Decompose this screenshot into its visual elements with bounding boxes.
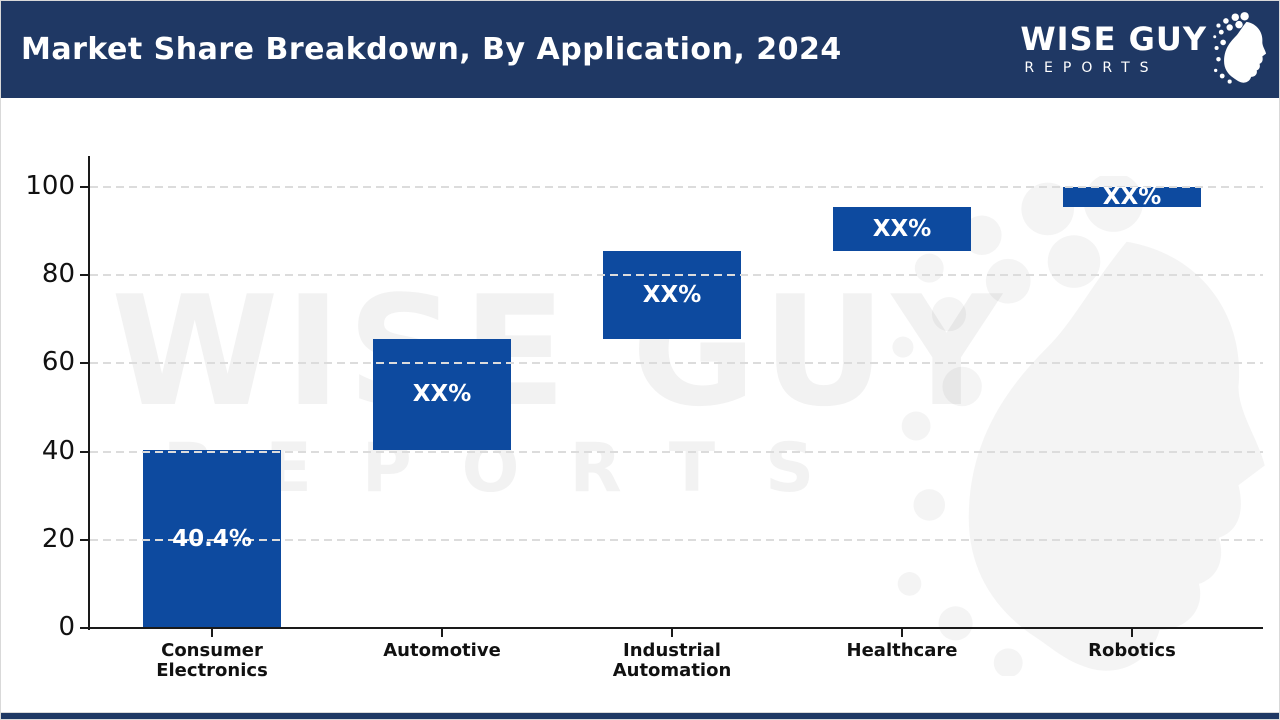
bar-healthcare <box>833 206 971 251</box>
bar-industrial-automation <box>603 250 741 340</box>
x-axis-label: Healthcare <box>787 641 1017 661</box>
y-tick <box>80 538 88 541</box>
bar-value-label: 40.4% <box>172 525 252 552</box>
y-tick <box>80 274 88 277</box>
x-axis-line <box>88 627 1263 629</box>
logo-text: WISE GUY REPORTS <box>1020 21 1207 76</box>
bar-value-label: XX% <box>872 215 932 242</box>
y-axis-tick-label: 60 <box>41 347 75 378</box>
y-tick <box>80 450 88 453</box>
x-axis-label: Robotics <box>1017 641 1247 661</box>
x-tick <box>441 629 443 637</box>
bar-value-label: XX% <box>412 381 472 408</box>
y-axis-tick-label: 0 <box>58 612 75 642</box>
gridline-100 <box>90 186 1263 188</box>
bar-automotive <box>373 339 511 450</box>
bar-value-label: XX% <box>1102 183 1162 210</box>
x-axis-label-line: Healthcare <box>846 640 958 661</box>
x-axis-label: Industrial Automation <box>557 641 787 681</box>
y-axis-tick-label: 80 <box>41 259 75 290</box>
gridline-20 <box>90 538 1263 541</box>
gridline-60 <box>90 362 1263 365</box>
logo-head-icon <box>1213 12 1267 84</box>
x-tick <box>1131 629 1133 637</box>
y-tick <box>80 627 88 629</box>
bar-value-label: XX% <box>642 282 702 309</box>
logo-subtext: REPORTS <box>1024 59 1159 76</box>
gridline-80 <box>90 274 1263 277</box>
footer-bar <box>1 712 1279 719</box>
x-axis-label-line: Electronics <box>156 660 268 681</box>
wise-guy-logo: WISE GUY REPORTS <box>1020 9 1267 87</box>
x-axis-label-line: Robotics <box>1088 640 1176 661</box>
y-axis-tick-label: 20 <box>41 523 75 554</box>
bar-robotics <box>1063 187 1201 207</box>
x-tick <box>211 629 213 637</box>
y-axis-tick-label: 100 <box>25 171 75 201</box>
x-tick <box>901 629 903 637</box>
gridline-40 <box>90 450 1263 453</box>
y-axis-tick-label: 40 <box>41 435 75 466</box>
chart-title: Market Share Breakdown, By Application, … <box>21 32 842 67</box>
x-axis-label-line: Automotive <box>383 640 501 661</box>
x-axis-label-line: Industrial <box>623 640 721 661</box>
logo-wordmark: WISE GUY <box>1020 19 1207 58</box>
x-axis-label-line: Consumer <box>161 640 263 661</box>
x-tick <box>671 629 673 637</box>
x-axis-label-line: Automation <box>612 660 732 681</box>
y-tick <box>80 186 88 188</box>
header-bar: Market Share Breakdown, By Application, … <box>1 1 1279 98</box>
y-tick <box>80 362 88 365</box>
x-axis-label: Automotive <box>327 641 557 661</box>
x-axis-label: Consumer Electronics <box>97 641 327 681</box>
y-axis-line <box>88 156 90 630</box>
